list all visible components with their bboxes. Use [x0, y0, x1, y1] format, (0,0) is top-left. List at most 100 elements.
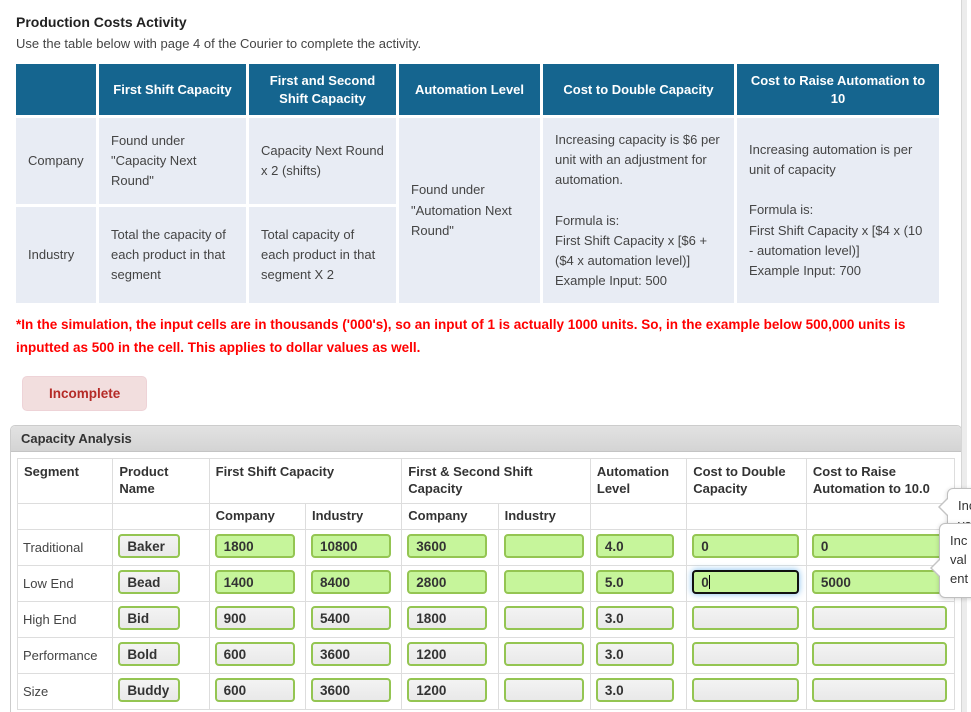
subheader-blank-product: [112, 502, 210, 530]
input-traditional-fss-industry[interactable]: [503, 533, 584, 558]
subheader-fss-industry: Industry: [497, 502, 591, 530]
page-subtitle: Use the table below with page 4 of the C…: [16, 36, 422, 51]
subheader-blank-automation: [589, 502, 688, 530]
segment-label: Performance: [16, 636, 114, 674]
input-high-end-automation[interactable]: 3.0: [595, 605, 674, 630]
subheader-blank-cost-double: [686, 502, 807, 530]
cost-raise-example: Example Input: 700: [749, 262, 862, 278]
segment-label: High End: [16, 600, 114, 638]
ref-automation-note: Found under "Automation Next Round": [399, 118, 540, 304]
input-size-fss-industry[interactable]: [503, 677, 584, 702]
input-high-end-cost-raise[interactable]: [811, 605, 947, 630]
input-low-end-cost-double[interactable]: 0: [692, 569, 800, 594]
tooltip-line: ent: [950, 570, 969, 586]
input-traditional-cost-double[interactable]: 0: [692, 533, 800, 558]
validation-tooltip-2: Inc val ent: [930, 523, 971, 598]
capacity-analysis-title: Capacity Analysis: [11, 425, 961, 452]
input-size-cost-double[interactable]: [692, 677, 800, 702]
input-size-fs-industry[interactable]: 3600: [310, 677, 391, 702]
subheader-blank-segment: [16, 502, 114, 530]
input-performance-fs-company[interactable]: 600: [214, 641, 295, 666]
input-low-end-fs-industry[interactable]: 8400: [310, 569, 391, 594]
input-performance-fss-company[interactable]: 1200: [407, 641, 488, 666]
status-badge: Incomplete: [22, 375, 148, 411]
ref-company-both-shifts: Capacity Next Round x 2 (shifts): [249, 118, 396, 205]
reference-table: First Shift Capacity First and Second Sh…: [13, 61, 942, 306]
input-size-automation[interactable]: 3.0: [595, 677, 674, 702]
input-performance-cost-raise[interactable]: [811, 641, 947, 666]
input-performance-fss-industry[interactable]: [503, 641, 584, 666]
ref-header-first-shift: First Shift Capacity: [99, 64, 246, 116]
subheader-fs-company: Company: [208, 502, 306, 530]
capacity-header-row-1: Segment Product Name First Shift Capacit…: [16, 457, 956, 504]
segment-label: Size: [16, 672, 114, 710]
input-low-end-fss-company[interactable]: 2800: [407, 569, 488, 594]
input-high-end-product[interactable]: Bid: [118, 605, 181, 630]
col-header-both-shifts: First & Second Shift Capacity: [401, 457, 591, 504]
page-title: Production Costs Activity: [16, 14, 187, 30]
reference-industry-row: Industry Total the capacity of each prod…: [16, 207, 939, 304]
tooltip-line: Inc: [958, 498, 971, 513]
input-performance-fs-industry[interactable]: 3600: [310, 641, 391, 666]
subheader-blank-cost-raise: [805, 502, 956, 530]
ref-company-label: Company: [16, 118, 96, 205]
input-high-end-fss-company[interactable]: 1800: [407, 605, 488, 630]
input-size-fss-company[interactable]: 1200: [407, 677, 488, 702]
ref-header-both-shifts: First and Second Shift Capacity: [249, 64, 396, 116]
input-performance-product[interactable]: Bold: [118, 641, 181, 666]
input-high-end-fss-industry[interactable]: [503, 605, 584, 630]
cost-raise-formula-label: Formula is:: [749, 202, 814, 218]
reference-header-row: First Shift Capacity First and Second Sh…: [16, 64, 939, 116]
input-traditional-fs-company[interactable]: 1800: [214, 533, 295, 558]
vertical-scrollbar[interactable]: [961, 0, 967, 712]
ref-industry-label: Industry: [16, 207, 96, 304]
input-performance-cost-double[interactable]: [692, 641, 800, 666]
segment-label: Traditional: [16, 528, 114, 566]
table-row-high-end: High End Bid 900 5400 1800 3.0: [16, 600, 956, 638]
ref-company-first-shift: Found under "Capacity Next Round": [99, 118, 246, 205]
cost-raise-formula: First Shift Capacity x [$4 x (10 - autom…: [749, 222, 923, 258]
input-low-end-automation[interactable]: 5.0: [595, 569, 674, 594]
cost-double-example: Example Input: 500: [555, 272, 668, 288]
input-size-product[interactable]: Buddy: [118, 677, 181, 702]
table-row-performance: Performance Bold 600 3600 1200 3.0: [16, 636, 956, 674]
input-low-end-product[interactable]: Bead: [118, 569, 181, 594]
table-row-size: Size Buddy 600 3600 1200 3.0: [16, 672, 956, 710]
input-traditional-product[interactable]: Baker: [118, 533, 181, 558]
input-size-fs-company[interactable]: 600: [214, 677, 295, 702]
col-header-product: Product Name: [112, 457, 210, 504]
input-low-end-cost-raise[interactable]: 5000: [811, 569, 947, 594]
ref-cost-raise-cell: Increasing automation is per unit of cap…: [737, 118, 939, 304]
input-performance-automation[interactable]: 3.0: [595, 641, 674, 666]
input-traditional-cost-raise[interactable]: 0: [811, 533, 947, 558]
col-header-cost-raise: Cost to Raise Automation to 10.0: [805, 457, 956, 504]
input-low-end-fss-industry[interactable]: [503, 569, 584, 594]
input-low-end-fs-company[interactable]: 1400: [214, 569, 295, 594]
subheader-fs-industry: Industry: [304, 502, 403, 530]
input-high-end-fs-company[interactable]: 900: [214, 605, 295, 630]
col-header-segment: Segment: [16, 457, 114, 504]
input-traditional-fss-company[interactable]: 3600: [407, 533, 488, 558]
col-header-cost-double: Cost to Double Capacity: [686, 457, 807, 504]
input-size-cost-raise[interactable]: [811, 677, 947, 702]
segment-label: Low End: [16, 564, 114, 602]
capacity-analysis-body: Segment Product Name First Shift Capacit…: [11, 452, 961, 712]
ref-header-automation: Automation Level: [399, 64, 540, 116]
reference-company-row: Company Found under "Capacity Next Round…: [16, 118, 939, 304]
cost-double-formula: First Shift Capacity x [$6 + ($4 x autom…: [555, 232, 708, 268]
input-high-end-cost-double[interactable]: [692, 605, 800, 630]
ref-industry-both-shifts: Total capacity of each product in that s…: [249, 207, 396, 304]
ref-header-blank: [16, 64, 96, 116]
capacity-header-row-2: Company Industry Company Industry: [16, 502, 956, 530]
ref-header-cost-raise: Cost to Raise Automation to 10: [737, 64, 939, 116]
table-row-low-end: Low End Bead 1400 8400 2800 5.0 0 5000: [16, 564, 956, 602]
col-header-first-shift: First Shift Capacity: [208, 457, 403, 504]
capacity-table: Segment Product Name First Shift Capacit…: [16, 457, 956, 710]
input-traditional-automation[interactable]: 4.0: [595, 533, 674, 558]
input-traditional-fs-industry[interactable]: 10800: [310, 533, 391, 558]
input-high-end-fs-industry[interactable]: 5400: [310, 605, 391, 630]
table-row-traditional: Traditional Baker 1800 10800 3600 4.0 0 …: [16, 528, 956, 566]
thousands-note: *In the simulation, the input cells are …: [16, 317, 906, 356]
